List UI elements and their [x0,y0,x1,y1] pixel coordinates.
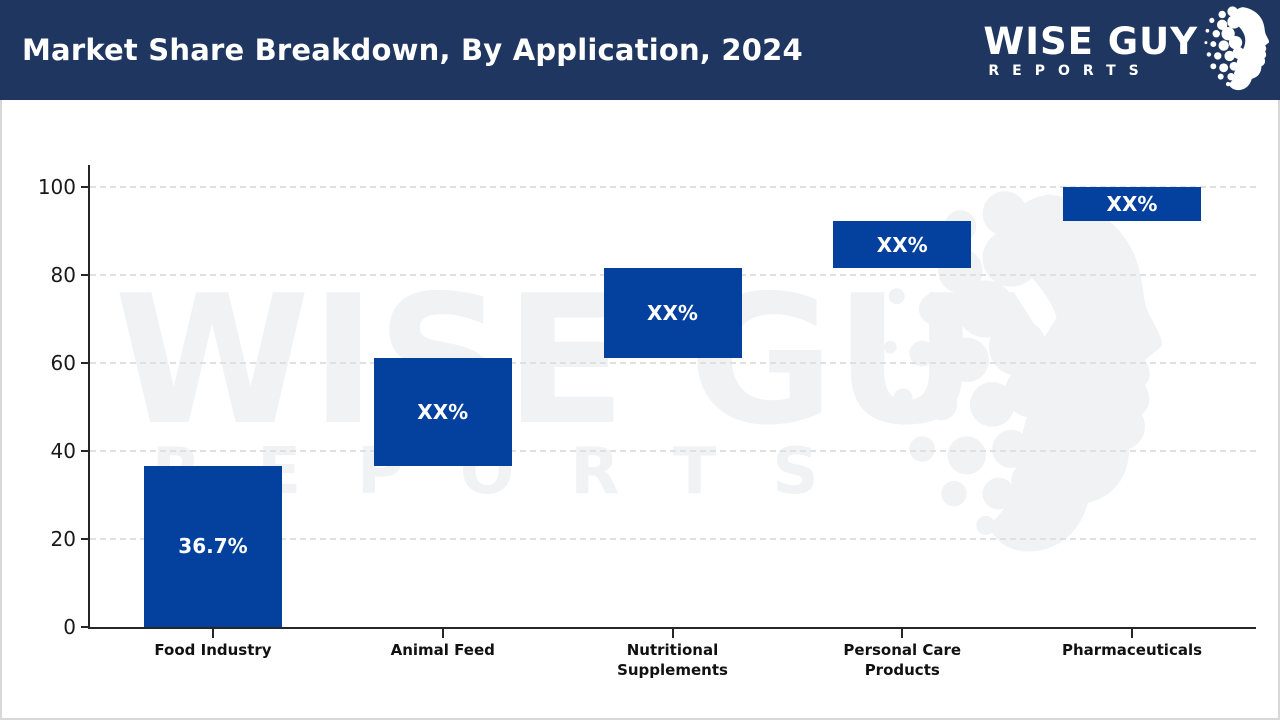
bar-pharmaceuticals: XX% [1063,187,1201,222]
header: Market Share Breakdown, By Application, … [0,0,1280,100]
x-tick-label-personal-care-products: Personal Care Products [843,641,962,679]
bar-value-label-nutritional-supplements: XX% [647,300,698,325]
wiseguy-logo: WISE GUY REPORTS [983,5,1274,95]
x-tick-personal-care-products [901,629,904,638]
y-tick-label-0: 0 [63,615,76,639]
y-tick-0 [81,626,88,628]
y-tick-label-80: 80 [50,263,76,287]
x-tick-label-nutritional-supplements: Nutritional Supplements [617,641,728,679]
bar-food-industry: 36.7% [144,465,282,627]
bar-animal-feed: XX% [373,357,512,466]
y-tick-40 [81,450,88,452]
bar-value-label-personal-care-products: XX% [876,232,928,257]
y-tick-20 [81,538,88,540]
bar-personal-care-products: XX% [833,221,972,268]
x-tick-label-food-industry: Food Industry [154,641,272,659]
logo-wordmark: WISE GUY [983,19,1198,63]
page-title: Market Share Breakdown, By Application, … [22,33,803,67]
x-tick-nutritional-supplements [671,629,674,638]
y-tick-100 [81,186,88,188]
x-tick-animal-feed [441,629,444,638]
y-tick-80 [81,274,88,276]
chart-area: WISE GUY REPORTS 0 20 40 60 80 100 36.7% Food I… [0,100,1280,720]
x-tick-food-industry [212,629,214,638]
y-tick-label-60: 60 [50,351,76,375]
bar-nutritional-supplements: XX% [603,267,742,358]
y-tick-label-20: 20 [50,527,76,551]
y-tick-label-40: 40 [50,439,76,463]
x-tick-label-pharmaceuticals: Pharmaceuticals [1061,641,1203,659]
bar-value-label-pharmaceuticals: XX% [1106,192,1158,217]
logo-subtext: REPORTS [988,62,1152,79]
x-axis-spine [88,627,1256,629]
gridline-60 [90,362,1256,364]
gridline-20 [90,538,1256,540]
bar-value-label-animal-feed: XX% [417,399,469,424]
wiseguy-face-icon [1200,5,1274,95]
bar-value-label-food-industry: 36.7% [178,534,248,559]
y-tick-label-100: 100 [37,175,76,199]
logo-text: WISE GUY REPORTS [983,23,1198,78]
y-axis-spine [88,165,90,629]
gridline-100 [90,186,1256,188]
y-tick-60 [81,362,88,364]
x-tick-pharmaceuticals [1131,629,1133,638]
gridline-40 [90,450,1256,452]
x-tick-label-animal-feed: Animal Feed [390,641,495,659]
